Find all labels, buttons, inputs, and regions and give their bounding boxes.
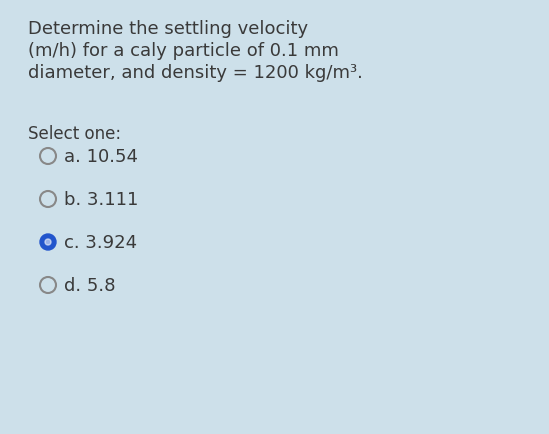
Text: Determine the settling velocity: Determine the settling velocity (28, 20, 308, 38)
Text: c. 3.924: c. 3.924 (64, 233, 137, 251)
Circle shape (40, 234, 56, 250)
Text: b. 3.111: b. 3.111 (64, 191, 138, 208)
Text: (m/h) for a caly particle of 0.1 mm: (m/h) for a caly particle of 0.1 mm (28, 42, 339, 60)
Text: d. 5.8: d. 5.8 (64, 276, 115, 294)
Text: diameter, and density = 1200 kg/m³.: diameter, and density = 1200 kg/m³. (28, 64, 363, 82)
Text: a. 10.54: a. 10.54 (64, 148, 138, 166)
Text: Select one:: Select one: (28, 125, 121, 143)
Circle shape (45, 240, 51, 246)
